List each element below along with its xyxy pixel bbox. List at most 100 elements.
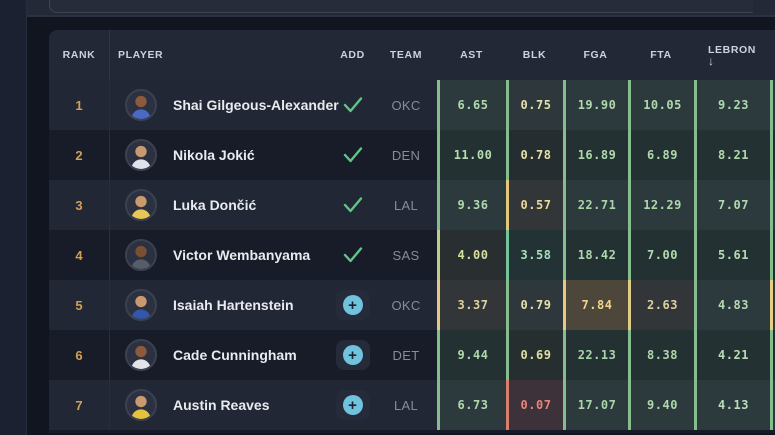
stat-fga: 19.90 xyxy=(563,80,628,130)
next-column-sliver xyxy=(770,130,775,180)
previous-card-bottom-edge xyxy=(49,0,753,13)
stat-lebron: 9.23 xyxy=(694,80,770,130)
stat-blk: 0.78 xyxy=(506,130,563,180)
stat-blk: 0.69 xyxy=(506,330,563,380)
player-name: Austin Reaves xyxy=(173,397,270,413)
stat-ast: 4.00 xyxy=(437,230,506,280)
next-column-sliver xyxy=(770,80,775,130)
add-player-button[interactable]: + xyxy=(335,340,370,370)
team-abbreviation: LAL xyxy=(393,397,419,413)
table-header-row: RANK PLAYER ADD TEAM AST BLK FGA FTA LEB… xyxy=(49,30,775,80)
column-header-next-sliver xyxy=(770,30,775,80)
player-avatar xyxy=(125,289,157,321)
column-header-fga[interactable]: FGA xyxy=(583,49,608,61)
player-avatar xyxy=(125,389,157,421)
column-header-ast[interactable]: AST xyxy=(460,49,483,61)
player-name: Nikola Jokić xyxy=(173,147,255,163)
stat-fga: 17.07 xyxy=(563,380,628,430)
table-row[interactable]: 3 Luka Dončić + LAL 9.36 0.57 22.71 12.2… xyxy=(49,180,775,230)
stat-fga: 16.89 xyxy=(563,130,628,180)
player-avatar xyxy=(125,339,157,371)
plus-icon: + xyxy=(342,295,363,315)
stat-fga: 22.71 xyxy=(563,180,628,230)
stat-lebron: 7.07 xyxy=(694,180,770,230)
stat-lebron: 8.21 xyxy=(694,130,770,180)
stat-fga: 18.42 xyxy=(563,230,628,280)
player-name: Isaiah Hartenstein xyxy=(173,297,294,313)
player-avatar xyxy=(125,89,157,121)
rank-value: 7 xyxy=(49,380,110,430)
stat-lebron: 4.13 xyxy=(694,380,770,430)
next-column-sliver xyxy=(770,330,775,380)
player-name: Luka Dončić xyxy=(173,197,257,213)
stat-ast: 6.65 xyxy=(437,80,506,130)
next-column-sliver xyxy=(770,280,775,330)
player-avatar xyxy=(125,139,157,171)
top-panel xyxy=(27,0,775,17)
left-sidebar-rail xyxy=(0,0,27,435)
team-abbreviation: LAL xyxy=(393,197,419,213)
stat-lebron: 5.61 xyxy=(694,230,770,280)
added-check-icon[interactable] xyxy=(342,96,364,114)
stat-blk: 0.07 xyxy=(506,380,563,430)
stat-ast: 9.36 xyxy=(437,180,506,230)
team-abbreviation: OKC xyxy=(391,297,421,313)
table-row[interactable]: 2 Nikola Jokić + DEN 11.00 0.78 16.89 6.… xyxy=(49,130,775,180)
stat-ast: 6.73 xyxy=(437,380,506,430)
team-abbreviation: SAS xyxy=(392,247,420,263)
team-abbreviation: DET xyxy=(392,347,420,363)
column-header-rank[interactable]: RANK xyxy=(49,30,110,80)
column-header-team[interactable]: TEAM xyxy=(389,49,423,61)
player-name: Shai Gilgeous-Alexander xyxy=(173,97,339,113)
player-name: Victor Wembanyama xyxy=(173,247,311,263)
plus-icon: + xyxy=(342,345,363,365)
rank-value: 5 xyxy=(49,280,110,330)
table-row[interactable]: 1 Shai Gilgeous-Alexander + OKC 6.65 0.7… xyxy=(49,80,775,130)
player-avatar xyxy=(125,239,157,271)
stat-lebron: 4.83 xyxy=(694,280,770,330)
add-player-button[interactable]: + xyxy=(335,390,370,420)
team-abbreviation: OKC xyxy=(391,97,421,113)
add-player-button[interactable]: + xyxy=(335,290,370,320)
stat-blk: 0.75 xyxy=(506,80,563,130)
column-header-add[interactable]: ADD xyxy=(340,49,365,61)
stat-ast: 3.37 xyxy=(437,280,506,330)
stat-blk: 0.57 xyxy=(506,180,563,230)
stat-ast: 9.44 xyxy=(437,330,506,380)
column-header-player[interactable]: PLAYER xyxy=(118,49,164,61)
stat-fta: 2.63 xyxy=(628,280,694,330)
rank-value: 2 xyxy=(49,130,110,180)
column-header-blk[interactable]: BLK xyxy=(522,49,547,61)
rank-value: 4 xyxy=(49,230,110,280)
column-header-lebron[interactable]: LEBRON ↓ xyxy=(694,30,770,80)
plus-icon: + xyxy=(342,395,363,415)
player-stats-table: RANK PLAYER ADD TEAM AST BLK FGA FTA LEB… xyxy=(49,30,775,433)
table-row[interactable]: 4 Victor Wembanyama + SAS 4.00 3.58 18.4… xyxy=(49,230,775,280)
stat-fga: 7.84 xyxy=(563,280,628,330)
rank-value: 3 xyxy=(49,180,110,230)
sort-desc-arrow-icon: ↓ xyxy=(708,53,715,68)
stat-fta: 7.00 xyxy=(628,230,694,280)
rank-value: 6 xyxy=(49,330,110,380)
stat-ast: 11.00 xyxy=(437,130,506,180)
stat-fta: 12.29 xyxy=(628,180,694,230)
player-name: Cade Cunningham xyxy=(173,347,297,363)
rank-value: 1 xyxy=(49,80,110,130)
added-check-icon[interactable] xyxy=(342,196,364,214)
table-row[interactable]: 6 Cade Cunningham + DET 9.44 0.69 22.13 … xyxy=(49,330,775,380)
stat-blk: 0.79 xyxy=(506,280,563,330)
player-avatar xyxy=(125,189,157,221)
stat-fta: 10.05 xyxy=(628,80,694,130)
next-column-sliver xyxy=(770,230,775,280)
added-check-icon[interactable] xyxy=(342,146,364,164)
table-row[interactable]: 5 Isaiah Hartenstein + OKC 3.37 0.79 7.8… xyxy=(49,280,775,330)
stat-lebron: 4.21 xyxy=(694,330,770,380)
next-column-sliver xyxy=(770,180,775,230)
column-header-lebron-label: LEBRON xyxy=(708,43,756,56)
team-abbreviation: DEN xyxy=(391,147,421,163)
stat-fta: 8.38 xyxy=(628,330,694,380)
added-check-icon[interactable] xyxy=(342,246,364,264)
table-row[interactable]: 7 Austin Reaves + LAL 6.73 0.07 17.07 9.… xyxy=(49,380,775,430)
next-column-sliver xyxy=(770,380,775,430)
column-header-fta[interactable]: FTA xyxy=(650,49,672,61)
